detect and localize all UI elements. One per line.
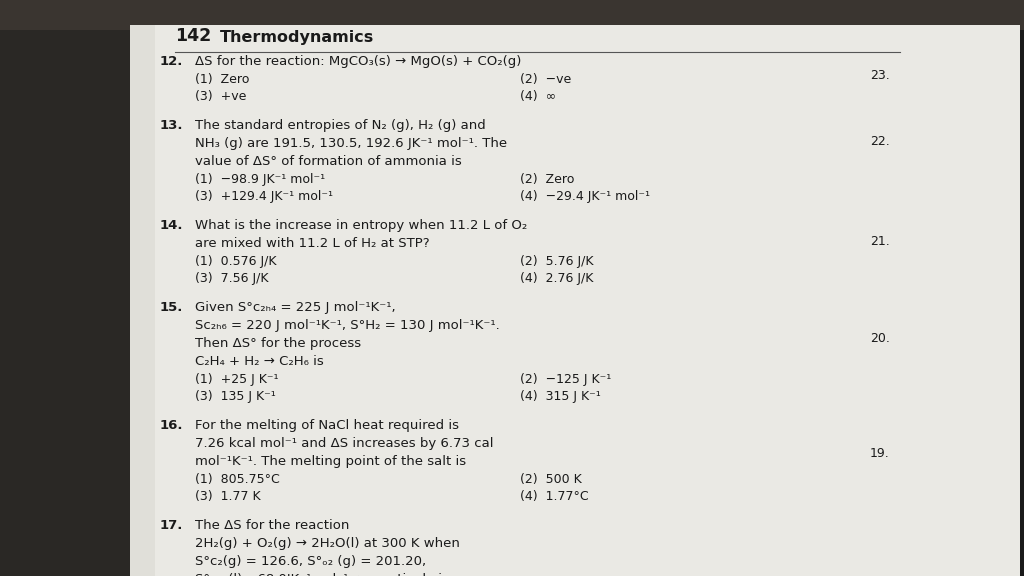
- Text: (1)  +25 J K⁻¹: (1) +25 J K⁻¹: [195, 373, 279, 386]
- Text: What is the increase in entropy when 11.2 L of O₂: What is the increase in entropy when 11.…: [195, 219, 527, 232]
- Text: The ΔS for the reaction: The ΔS for the reaction: [195, 519, 349, 532]
- Text: (2)  −125 J K⁻¹: (2) −125 J K⁻¹: [520, 373, 611, 386]
- Text: 20.: 20.: [870, 332, 890, 345]
- Text: C₂H₄ + H₂ → C₂H₆ is: C₂H₄ + H₂ → C₂H₆ is: [195, 355, 324, 368]
- Text: (2)  500 K: (2) 500 K: [520, 473, 582, 486]
- Text: 15.: 15.: [160, 301, 183, 314]
- Text: mol⁻¹K⁻¹. The melting point of the salt is: mol⁻¹K⁻¹. The melting point of the salt …: [195, 455, 466, 468]
- Text: Thermodynamics: Thermodynamics: [220, 30, 374, 45]
- Polygon shape: [130, 25, 1020, 576]
- Text: ΔS for the reaction: MgCO₃(s) → MgO(s) + CO₂(g): ΔS for the reaction: MgCO₃(s) → MgO(s) +…: [195, 55, 521, 68]
- Text: NH₃ (g) are 191.5, 130.5, 192.6 JK⁻¹ mol⁻¹. The: NH₃ (g) are 191.5, 130.5, 192.6 JK⁻¹ mol…: [195, 137, 507, 150]
- Text: (3)  1.77 K: (3) 1.77 K: [195, 490, 261, 503]
- Text: (3)  +ve: (3) +ve: [195, 90, 247, 103]
- Text: (3)  +129.4 JK⁻¹ mol⁻¹: (3) +129.4 JK⁻¹ mol⁻¹: [195, 190, 333, 203]
- Text: (2)  Zero: (2) Zero: [520, 173, 574, 186]
- Polygon shape: [0, 0, 1024, 30]
- Text: 23.: 23.: [870, 69, 890, 82]
- Text: (1)  805.75°C: (1) 805.75°C: [195, 473, 280, 486]
- Text: 13.: 13.: [160, 119, 183, 132]
- Text: For the melting of NaCl heat required is: For the melting of NaCl heat required is: [195, 419, 459, 432]
- Text: 2H₂(g) + O₂(g) → 2H₂O(l) at 300 K when: 2H₂(g) + O₂(g) → 2H₂O(l) at 300 K when: [195, 537, 460, 550]
- Text: (4)  2.76 J/K: (4) 2.76 J/K: [520, 272, 593, 285]
- Text: (4)  ∞: (4) ∞: [520, 90, 556, 103]
- Text: (1)  0.576 J/K: (1) 0.576 J/K: [195, 255, 276, 268]
- Text: are mixed with 11.2 L of H₂ at STP?: are mixed with 11.2 L of H₂ at STP?: [195, 237, 430, 250]
- Text: Given S°ᴄ₂ₕ₄ = 225 J mol⁻¹K⁻¹,: Given S°ᴄ₂ₕ₄ = 225 J mol⁻¹K⁻¹,: [195, 301, 395, 314]
- Text: (3)  135 J K⁻¹: (3) 135 J K⁻¹: [195, 390, 275, 403]
- Text: (4)  −29.4 JK⁻¹ mol⁻¹: (4) −29.4 JK⁻¹ mol⁻¹: [520, 190, 650, 203]
- Text: (1)  Zero: (1) Zero: [195, 73, 250, 86]
- Text: (4)  315 J K⁻¹: (4) 315 J K⁻¹: [520, 390, 601, 403]
- Polygon shape: [130, 25, 155, 576]
- Text: (2)  5.76 J/K: (2) 5.76 J/K: [520, 255, 594, 268]
- Text: The standard entropies of N₂ (g), H₂ (g) and: The standard entropies of N₂ (g), H₂ (g)…: [195, 119, 485, 132]
- Text: 22.: 22.: [870, 135, 890, 148]
- Text: (3)  7.56 J/K: (3) 7.56 J/K: [195, 272, 268, 285]
- Text: 17.: 17.: [160, 519, 183, 532]
- Text: (2)  −ve: (2) −ve: [520, 73, 571, 86]
- Text: 12.: 12.: [160, 55, 183, 68]
- Text: S°ᴄ₂ₒ(l)= 68.0JK⁻¹mol⁻¹ respectively is: S°ᴄ₂ₒ(l)= 68.0JK⁻¹mol⁻¹ respectively is: [195, 573, 449, 576]
- Text: Sᴄ₂ₕ₆ = 220 J mol⁻¹K⁻¹, S°H₂ = 130 J mol⁻¹K⁻¹.: Sᴄ₂ₕ₆ = 220 J mol⁻¹K⁻¹, S°H₂ = 130 J mol…: [195, 319, 500, 332]
- Text: value of ΔS° of formation of ammonia is: value of ΔS° of formation of ammonia is: [195, 155, 462, 168]
- Text: 142: 142: [175, 27, 211, 45]
- Polygon shape: [0, 0, 130, 576]
- Text: 21.: 21.: [870, 235, 890, 248]
- Text: 19.: 19.: [870, 447, 890, 460]
- Text: S°ᴄ₂(g) = 126.6, S°ₒ₂ (g) = 201.20,: S°ᴄ₂(g) = 126.6, S°ₒ₂ (g) = 201.20,: [195, 555, 426, 568]
- Text: 7.26 kcal mol⁻¹ and ΔS increases by 6.73 cal: 7.26 kcal mol⁻¹ and ΔS increases by 6.73…: [195, 437, 494, 450]
- Text: 14.: 14.: [160, 219, 183, 232]
- Text: 16.: 16.: [160, 419, 183, 432]
- Text: Then ΔS° for the process: Then ΔS° for the process: [195, 337, 361, 350]
- Text: (1)  −98.9 JK⁻¹ mol⁻¹: (1) −98.9 JK⁻¹ mol⁻¹: [195, 173, 326, 186]
- Text: (4)  1.77°C: (4) 1.77°C: [520, 490, 589, 503]
